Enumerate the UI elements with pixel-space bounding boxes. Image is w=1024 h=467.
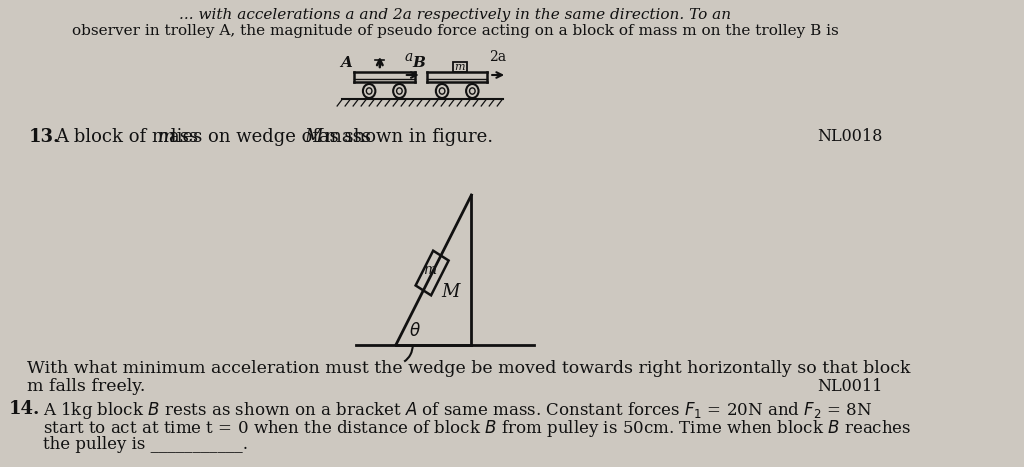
Text: m falls freely.: m falls freely. (27, 378, 145, 395)
Text: lies on wedge of mass: lies on wedge of mass (165, 128, 376, 146)
Text: the pulley is ___________.: the pulley is ___________. (43, 436, 248, 453)
Text: observer in trolley A, the magnitude of pseudo force acting on a block of mass m: observer in trolley A, the magnitude of … (72, 24, 839, 38)
Text: B: B (413, 56, 425, 70)
Text: NL0011: NL0011 (817, 378, 883, 395)
Text: A 1kg block $B$ rests as shown on a bracket $A$ of same mass. Constant forces $F: A 1kg block $B$ rests as shown on a brac… (43, 400, 871, 421)
Text: 14.: 14. (9, 400, 40, 418)
Text: ... with accelerations a and 2a respectively in the same direction. To an: ... with accelerations a and 2a respecti… (179, 8, 731, 22)
Text: m: m (455, 62, 465, 72)
Text: a: a (404, 50, 413, 64)
Text: m: m (158, 128, 174, 146)
Text: start to act at time t = 0 when the distance of block $B$ from pulley is 50cm. T: start to act at time t = 0 when the dist… (43, 418, 911, 439)
Text: as shown in figure.: as shown in figure. (313, 128, 494, 146)
Text: 13.: 13. (29, 128, 59, 146)
Text: m: m (423, 263, 436, 277)
Bar (453, 62, 467, 72)
Text: A: A (340, 56, 352, 70)
Text: With what minimum acceleration must the wedge be moved towards right horizontall: With what minimum acceleration must the … (27, 360, 910, 377)
Text: $\theta$: $\theta$ (410, 322, 421, 340)
Text: M: M (304, 128, 323, 146)
Text: M: M (441, 283, 460, 301)
Text: 2a: 2a (489, 50, 507, 64)
Text: NL0018: NL0018 (817, 128, 883, 145)
Text: A block of mass: A block of mass (55, 128, 204, 146)
